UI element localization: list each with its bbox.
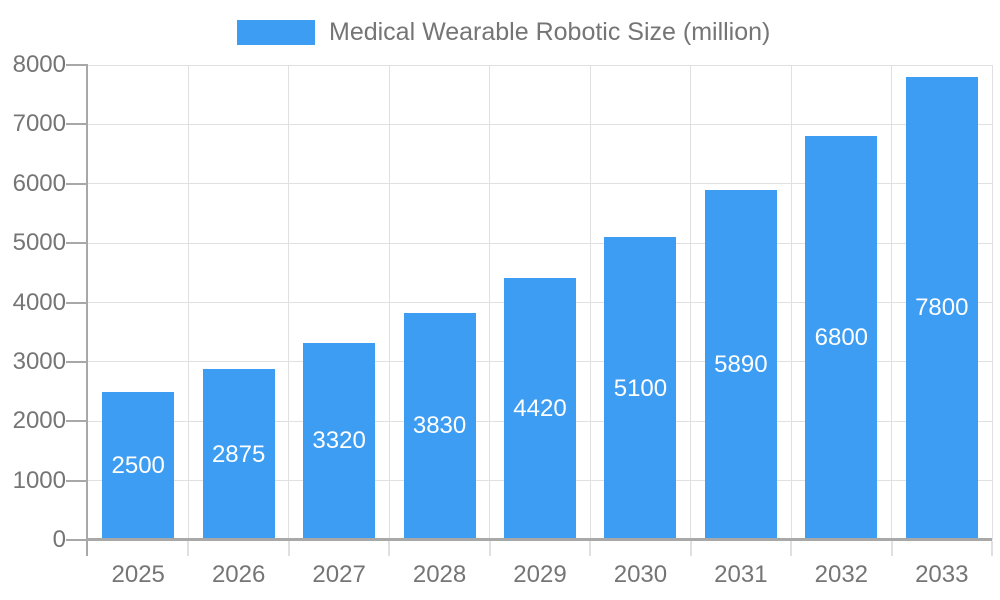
x-axis-line	[86, 538, 992, 541]
legend-swatch	[237, 20, 315, 45]
bar-value-label: 3830	[412, 412, 467, 440]
y-axis-tick	[66, 479, 88, 482]
y-axis-tick-label: 0	[52, 526, 66, 553]
legend: Medical Wearable Robotic Size (million)	[237, 18, 771, 46]
bar: 3830	[403, 312, 476, 540]
y-axis-tick-label: 7000	[12, 110, 66, 138]
y-axis-tick	[66, 64, 88, 66]
x-axis-tick	[488, 541, 491, 556]
gridline-vertical	[790, 65, 792, 540]
bar: 4420	[504, 277, 576, 540]
y-axis-tick	[66, 242, 88, 245]
y-axis-tick-label: 5000	[12, 229, 66, 257]
bar-value-label: 7800	[915, 294, 969, 322]
x-axis-tick	[388, 541, 391, 556]
x-axis-category-label: 2027	[312, 561, 366, 588]
y-axis-tick-label: 2000	[12, 407, 66, 435]
y-axis-tick	[66, 420, 88, 423]
bar-value-label: 6800	[814, 324, 869, 352]
gridline-vertical	[489, 65, 491, 540]
x-axis-tick	[187, 541, 190, 556]
y-axis-tick-label: 8000	[12, 51, 66, 78]
x-axis-tick	[287, 541, 290, 556]
y-axis-tick	[66, 539, 88, 541]
x-axis-tick	[991, 541, 993, 556]
gridline-vertical	[589, 65, 591, 540]
gridline-vertical	[991, 65, 993, 540]
x-axis-tick	[890, 541, 893, 556]
gridline-vertical	[288, 65, 290, 540]
x-axis-tick	[589, 541, 592, 556]
gridline-horizontal	[88, 242, 992, 244]
y-axis-tick-label: 6000	[12, 169, 66, 197]
bar-value-label: 3320	[312, 427, 366, 455]
bar: 3320	[303, 342, 376, 540]
y-axis-tick-label: 1000	[12, 466, 66, 494]
x-axis-category-label: 2025	[111, 561, 165, 588]
bar: 2500	[102, 391, 175, 540]
x-axis-tick	[689, 541, 692, 556]
legend-label: Medical Wearable Robotic Size (million)	[329, 18, 771, 46]
y-axis-tick-label: 4000	[12, 288, 66, 316]
x-axis-category-label: 2030	[613, 561, 668, 588]
y-axis-line	[86, 65, 88, 556]
bar: 7800	[905, 76, 978, 540]
bar-value-label: 4420	[513, 394, 567, 422]
x-axis-category-label: 2026	[211, 561, 266, 588]
gridline-vertical	[388, 65, 390, 540]
bar: 5100	[604, 237, 677, 540]
bar-value-label: 2875	[211, 440, 266, 468]
x-axis-category-label: 2029	[513, 561, 567, 588]
x-axis-category-label: 2033	[915, 561, 969, 588]
y-axis-tick	[66, 301, 88, 304]
y-axis-tick-label: 3000	[12, 347, 66, 375]
gridline-vertical	[690, 65, 692, 540]
x-axis-category-label: 2028	[412, 561, 467, 588]
gridline-vertical	[891, 65, 893, 540]
x-axis-category-label: 2032	[814, 561, 869, 588]
plot-area: 2500 2875 3320 3830 4420 5100 5890 6800 7800	[66, 64, 993, 556]
bar-value-label: 5100	[613, 374, 668, 402]
gridline-horizontal	[88, 64, 992, 66]
bar: 5890	[704, 190, 777, 540]
bar-value-label: 5890	[714, 351, 768, 379]
bar: 6800	[805, 136, 878, 540]
gridline-horizontal	[88, 123, 992, 125]
y-axis-tick	[66, 123, 88, 126]
y-axis-tick	[66, 182, 88, 185]
x-axis-category-label: 2031	[714, 561, 768, 588]
gridline-vertical	[187, 65, 189, 540]
y-axis-tick	[66, 360, 88, 363]
gridline-horizontal	[88, 183, 992, 185]
bar: 2875	[202, 369, 275, 540]
bar-value-label: 2500	[111, 451, 165, 479]
x-axis-tick	[790, 541, 793, 556]
